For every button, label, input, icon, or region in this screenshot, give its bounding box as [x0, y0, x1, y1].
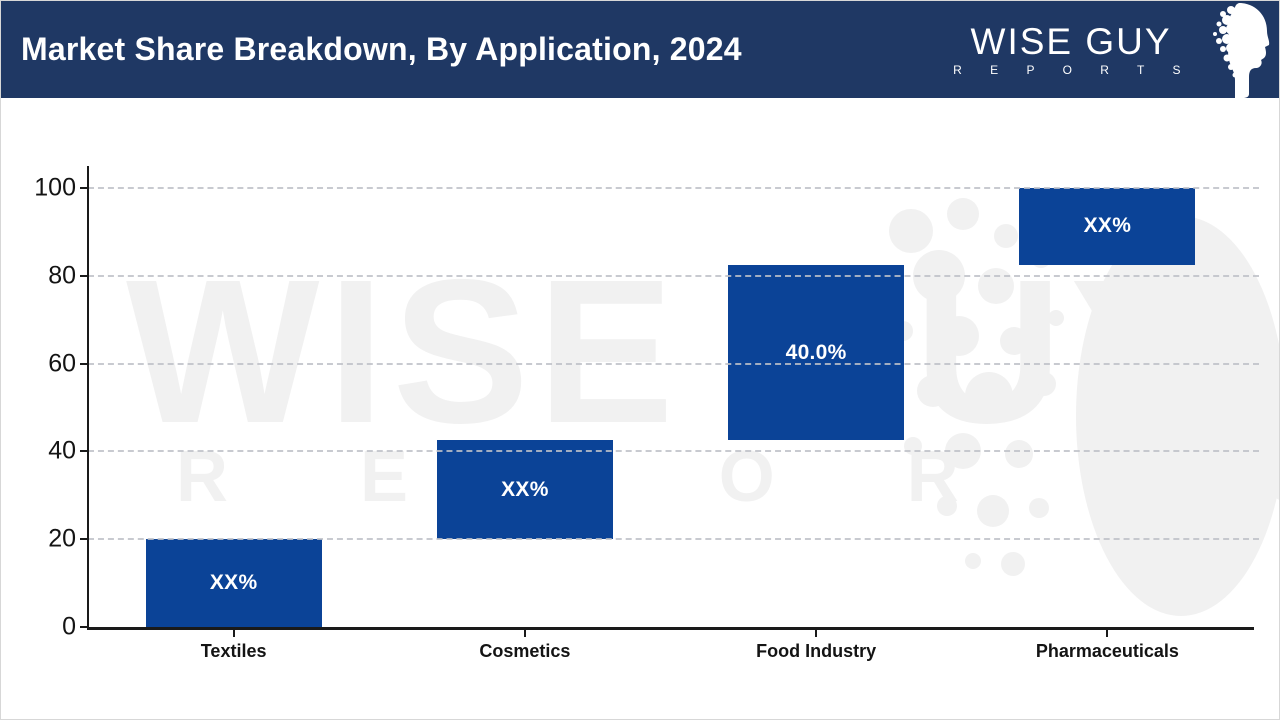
page-title: Market Share Breakdown, By Application, …	[21, 31, 742, 67]
y-axis	[87, 166, 89, 629]
header: Market Share Breakdown, By Application, …	[1, 1, 1279, 98]
x-axis	[87, 627, 1254, 630]
y-tick-label: 80	[48, 261, 76, 290]
y-tick-40	[80, 450, 87, 453]
brand-logo: WISE GUY R E P O R T S	[949, 1, 1271, 98]
gridline-60	[88, 362, 1259, 365]
x-tick-2	[815, 630, 818, 637]
gridline-40	[88, 450, 1259, 453]
gridline-20	[88, 538, 1259, 541]
x-tick-1	[523, 630, 526, 637]
x-tick-3	[1106, 630, 1109, 637]
waterfall-bar-food-industry: 40.0%	[728, 264, 905, 441]
waterfall-bar-cosmetics: XX%	[436, 440, 613, 540]
y-tick-label: 20	[48, 524, 76, 553]
gridline-80	[88, 274, 1259, 277]
x-category-label: Food Industry	[756, 641, 877, 661]
bar-value-label: XX%	[1083, 214, 1132, 238]
y-tick-label: 0	[62, 612, 76, 641]
y-tick-20	[80, 538, 87, 541]
wise-guy-face-icon	[1213, 2, 1270, 98]
y-tick-100	[80, 187, 87, 189]
watermark-text-line1: WISE GUY	[126, 237, 1216, 466]
y-tick-0	[80, 626, 87, 628]
brand-name: WISE GUY	[970, 20, 1172, 62]
waterfall-bar-pharmaceuticals: XX%	[1019, 188, 1196, 265]
y-tick-label: 100	[34, 173, 76, 202]
x-category-label: Pharmaceuticals	[1035, 641, 1179, 661]
y-tick-80	[80, 274, 87, 277]
bar-value-label: XX%	[501, 477, 549, 501]
x-tick-0	[232, 630, 235, 637]
gridline-100	[88, 187, 1259, 189]
bar-value-label: XX%	[209, 571, 258, 595]
y-tick-label: 60	[48, 349, 76, 378]
brand-subtitle: R E P O R T S	[953, 62, 1193, 77]
brand-wordmark: WISE GUY R E P O R T S	[949, 23, 1193, 77]
bar-value-label: 40.0%	[785, 340, 847, 364]
y-tick-label: 40	[48, 436, 76, 465]
waterfall-bar-textiles: XX%	[145, 539, 322, 627]
y-tick-60	[80, 362, 87, 365]
x-category-label: Cosmetics	[479, 641, 571, 661]
x-category-label: Textiles	[200, 641, 267, 661]
